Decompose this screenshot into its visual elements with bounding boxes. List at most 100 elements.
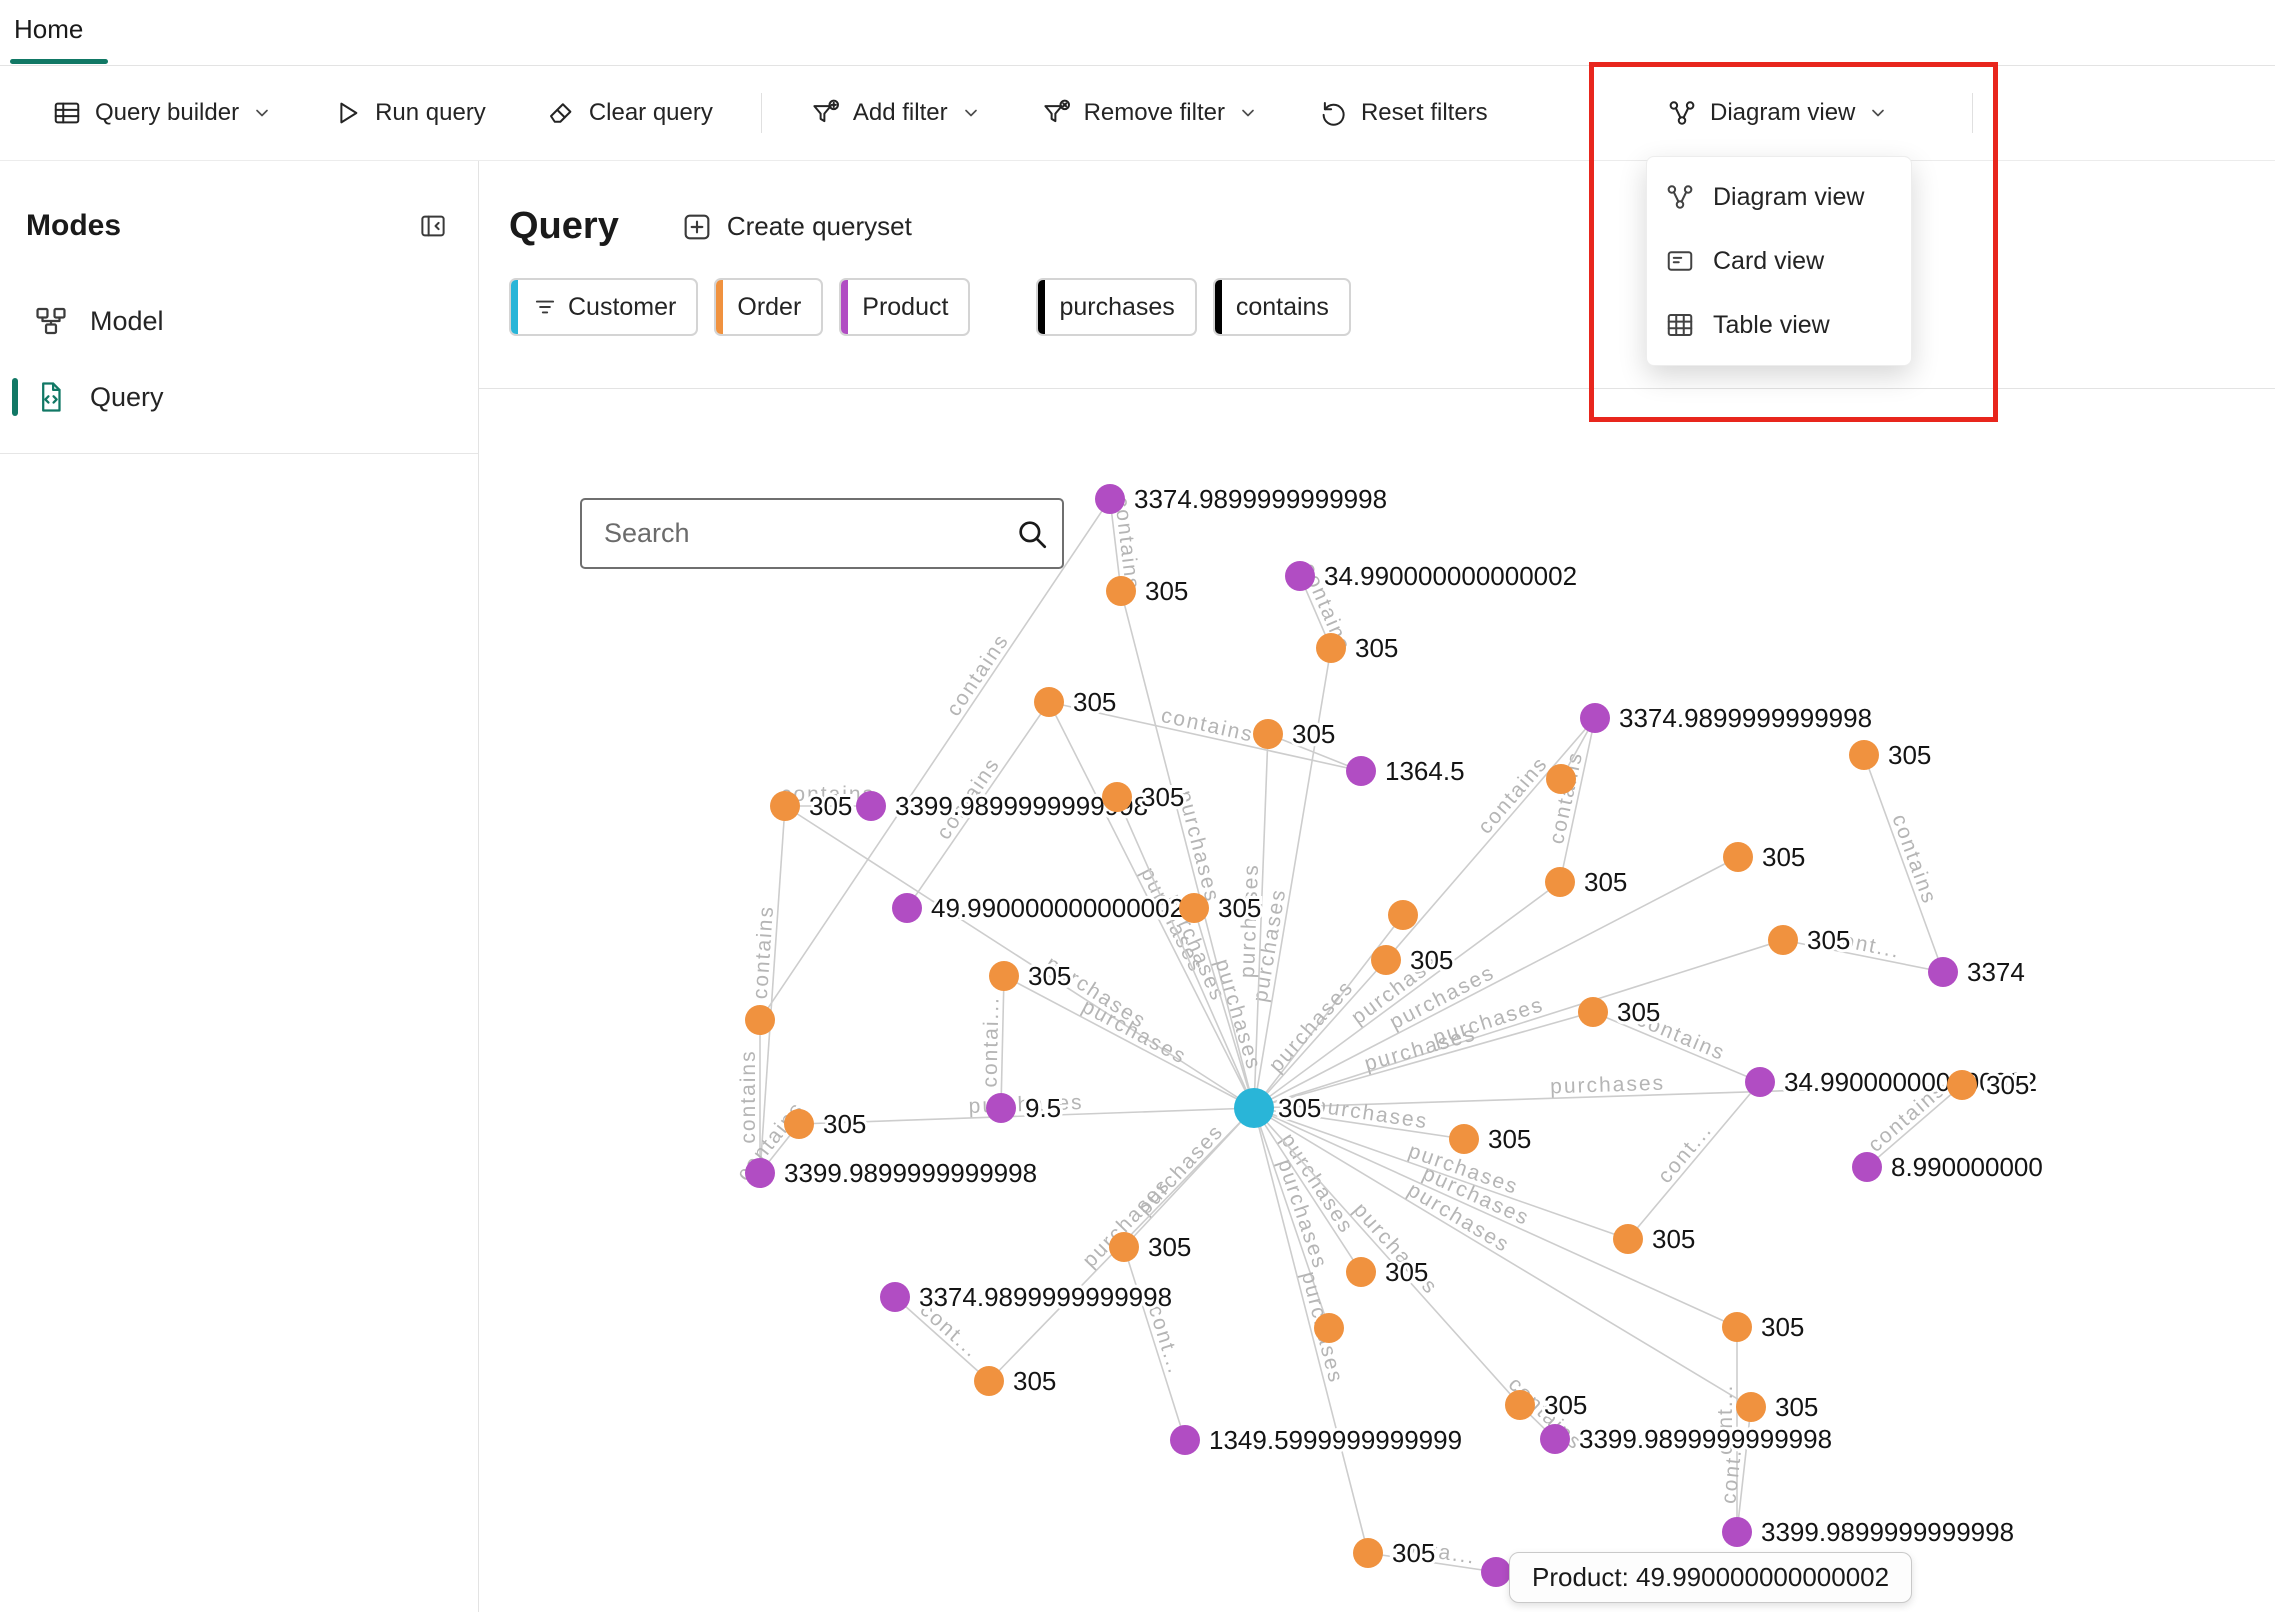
menu-item-diagram-view[interactable]: Diagram view — [1647, 165, 1911, 229]
graph-node-order[interactable] — [974, 1366, 1004, 1396]
node-label: 305 — [1807, 925, 1850, 955]
graph-node-order[interactable] — [989, 961, 1019, 991]
filter-lines-icon — [532, 294, 558, 320]
legend-chip-purchases[interactable]: purchases — [1036, 278, 1197, 336]
graph-node-order[interactable] — [745, 1005, 775, 1035]
diagram-view-button[interactable]: Diagram view — [1655, 88, 1900, 138]
graph-node-product[interactable] — [1540, 1424, 1570, 1454]
graph-node-customer[interactable] — [1234, 1088, 1274, 1128]
edge-label: contai... — [978, 996, 1003, 1088]
query-builder-button[interactable]: Query builder — [40, 88, 284, 138]
collapse-sidebar-button[interactable] — [410, 203, 456, 249]
graph-node-product[interactable] — [1481, 1557, 1511, 1587]
graph-node-order[interactable] — [1034, 687, 1064, 717]
query-icon — [42, 382, 61, 412]
sidebar-item-model[interactable]: Model — [0, 283, 478, 359]
legend-chip-customer[interactable]: Customer — [509, 278, 699, 336]
graph-node-order[interactable] — [1346, 1257, 1376, 1287]
graph-node-order[interactable] — [1722, 1312, 1752, 1342]
graph-node-product[interactable] — [1745, 1067, 1775, 1097]
node-label: 305 — [1013, 1366, 1056, 1396]
graph-node-product[interactable] — [1722, 1517, 1752, 1547]
run-query-button[interactable]: Run query — [320, 88, 498, 138]
chevron-down-icon — [256, 109, 268, 117]
remove-filter-button[interactable]: Remove filter — [1029, 88, 1270, 138]
graph-edge — [1782, 939, 1944, 973]
sidebar-item-query[interactable]: Query — [0, 359, 478, 435]
create-queryset-button[interactable]: Create queryset — [681, 211, 912, 243]
node-label: 305 — [1073, 687, 1116, 717]
clear-query-button[interactable]: Clear query — [534, 88, 725, 138]
graph-edge — [1253, 1107, 1362, 1273]
menu-item-label: Card view — [1713, 246, 1825, 275]
node-label: 34.990000000000002 — [1784, 1067, 2037, 1097]
graph-node-order[interactable] — [1613, 1224, 1643, 1254]
graph-edge — [1253, 1084, 1963, 1109]
graph-node-order[interactable] — [1179, 893, 1209, 923]
graph-node-order[interactable] — [1109, 1232, 1139, 1262]
graph-node-product[interactable] — [1170, 1425, 1200, 1455]
legend-chip-order[interactable]: Order — [714, 278, 824, 336]
graph-node-order[interactable] — [1768, 925, 1798, 955]
graph-node-product[interactable] — [986, 1093, 1016, 1123]
node-label: 3399.9899999999998 — [784, 1158, 1037, 1188]
graph-edge — [1123, 1246, 1186, 1441]
graph-node-product[interactable] — [1580, 703, 1610, 733]
graph-node-order[interactable] — [1449, 1124, 1479, 1154]
graph-node-product[interactable] — [880, 1282, 910, 1312]
edge-label: contains — [942, 629, 1014, 720]
graph-node-order[interactable] — [1314, 1313, 1344, 1343]
graph-node-order[interactable] — [784, 1109, 814, 1139]
graph-node-order[interactable] — [1353, 1538, 1383, 1568]
search-icon — [1019, 520, 1047, 548]
graph-node-order[interactable] — [1505, 1390, 1535, 1420]
graph-node-order[interactable] — [1736, 1392, 1766, 1422]
legend-chip-contains[interactable]: contains — [1212, 278, 1351, 336]
menu-item-table-view[interactable]: Table view — [1647, 293, 1911, 357]
graph-node-order[interactable] — [1849, 740, 1879, 770]
graph-node-order[interactable] — [1316, 633, 1346, 663]
search-input[interactable] — [582, 518, 1002, 549]
graph-node-product[interactable] — [745, 1158, 775, 1188]
graph-node-order[interactable] — [1545, 867, 1575, 897]
node-label: 305 — [1292, 719, 1335, 749]
graph-node-order[interactable] — [1578, 997, 1608, 1027]
add-filter-button[interactable]: Add filter — [798, 88, 993, 138]
view-dropdown-menu: Diagram view Card view Table view — [1646, 156, 1912, 366]
menu-item-card-view[interactable]: Card view — [1647, 229, 1911, 293]
model-icon — [36, 307, 66, 335]
diagram-view-icon — [1669, 101, 1695, 125]
graph-node-product[interactable] — [1095, 484, 1125, 514]
graph-edge — [1048, 701, 1362, 772]
graph-node-product[interactable] — [892, 893, 922, 923]
edge-label: contains — [1159, 704, 1256, 747]
node-label: 305 — [1544, 1390, 1587, 1420]
node-label: 305 — [1392, 1538, 1435, 1568]
graph-node-order[interactable] — [1253, 719, 1283, 749]
graph-node-product[interactable] — [1346, 756, 1376, 786]
search-button[interactable] — [1002, 500, 1062, 567]
graph-node-product[interactable] — [1852, 1152, 1882, 1182]
graph-edge — [1627, 1081, 1761, 1240]
graph-node-order[interactable] — [1546, 764, 1576, 794]
legend-chip-product[interactable]: Product — [839, 278, 971, 336]
graph-node-order[interactable] — [1102, 782, 1132, 812]
tab-home[interactable]: Home — [14, 14, 84, 44]
node-label: 305 — [1762, 842, 1805, 872]
graph-node-product[interactable] — [1285, 561, 1315, 591]
graph-node-order[interactable] — [1723, 842, 1753, 872]
graph-node-order[interactable] — [1371, 945, 1401, 975]
node-label: 305 — [1148, 1232, 1191, 1262]
graph-node-product[interactable] — [1928, 957, 1958, 987]
graph-node-order[interactable] — [1106, 576, 1136, 606]
graph-node-product[interactable] — [856, 791, 886, 821]
graph-node-order[interactable] — [1947, 1070, 1977, 1100]
graph-edge — [1000, 975, 1005, 1109]
graph-edge — [1559, 717, 1596, 883]
reset-filters-button[interactable]: Reset filters — [1306, 88, 1500, 138]
graph-node-order[interactable] — [1388, 900, 1418, 930]
graph-node-order[interactable] — [770, 791, 800, 821]
chip-accent-bar — [1214, 280, 1222, 334]
chip-accent-bar — [1038, 280, 1046, 334]
